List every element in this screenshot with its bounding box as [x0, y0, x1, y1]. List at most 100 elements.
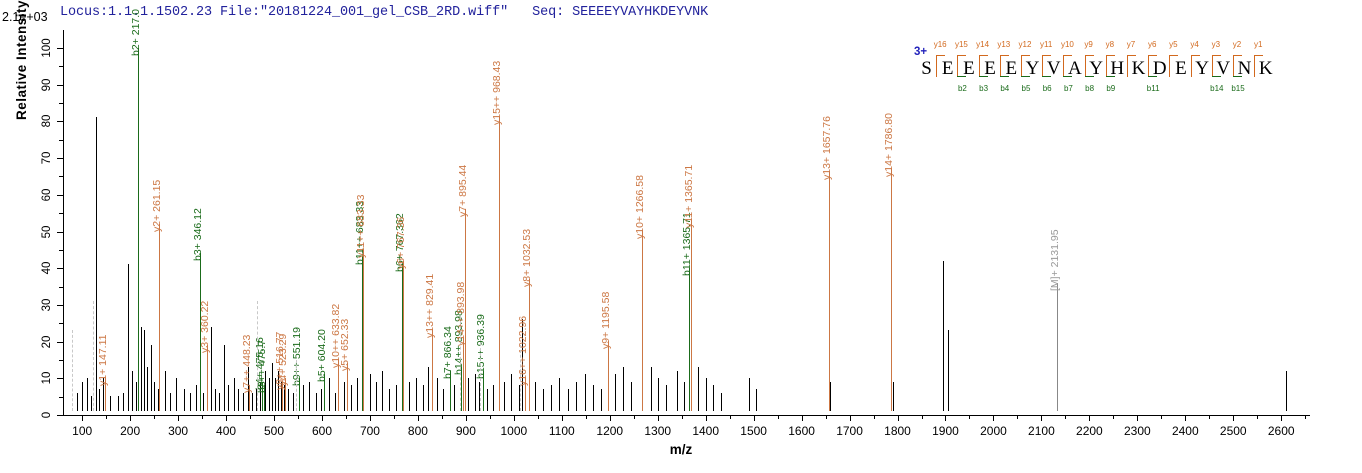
x-axis-tick-label: 1500	[740, 424, 767, 438]
unassigned-peak	[176, 377, 178, 411]
labeled-peak-b	[262, 381, 264, 411]
peak-label: y13+ 1657.76	[821, 116, 834, 181]
y-axis-tick	[57, 84, 63, 86]
x-axis-tick	[130, 415, 132, 421]
labeled-peak-b	[361, 256, 363, 411]
unassigned-peak	[140, 326, 142, 411]
x-axis-minor-tick	[633, 415, 635, 419]
x-axis-tick-label: 1600	[788, 424, 815, 438]
unassigned-peak	[592, 385, 594, 411]
x-axis-minor-tick	[441, 415, 443, 419]
bracket-top	[1148, 55, 1158, 56]
unassigned-peak	[830, 381, 832, 411]
x-axis-minor-tick	[1305, 415, 1307, 419]
x-axis-tick	[561, 415, 563, 421]
bracket-top	[1254, 55, 1264, 56]
fragmentation-bracket	[1105, 55, 1115, 77]
sequence-residue: Y	[1195, 58, 1209, 79]
y-axis-tick-label: 60	[41, 188, 53, 202]
fragmentation-bracket	[1233, 55, 1242, 77]
sequence-residue: S	[921, 58, 932, 79]
unassigned-peak	[756, 388, 758, 411]
fragmentation-bracket	[1211, 55, 1221, 77]
bracket-stem	[1190, 55, 1192, 77]
x-axis-tick-label: 1400	[692, 424, 720, 438]
peak-label: y4+ 523.29	[277, 333, 290, 386]
bracket-top	[957, 55, 967, 56]
labeled-peak-b	[298, 377, 300, 411]
labeled-peak-y	[524, 377, 526, 411]
unassigned-peak	[90, 396, 92, 411]
peak-label: y2+ 261.15	[151, 179, 164, 232]
unassigned-peak	[118, 396, 120, 411]
sequence-residue: N	[1237, 58, 1252, 79]
y-ion-label: y10	[1060, 40, 1074, 49]
x-axis-minor-tick	[969, 415, 971, 419]
b-ion-label: b14	[1210, 84, 1224, 93]
bracket-top	[1211, 55, 1221, 56]
y-axis-tick	[57, 48, 63, 49]
y-axis-minor-tick	[59, 176, 63, 178]
labeled-peak-y	[829, 172, 831, 411]
x-axis-tick-label: 200	[120, 424, 141, 438]
bracket-bottom	[1021, 76, 1030, 77]
labeled-peak-b	[138, 47, 140, 411]
b-ion-label: b2	[957, 84, 967, 93]
x-axis-minor-tick	[298, 415, 299, 419]
labeled-peak-y	[363, 249, 365, 411]
x-axis-tick-label: 800	[407, 424, 428, 438]
unassigned-peak	[309, 381, 311, 411]
unassigned-peak	[504, 381, 506, 411]
peak-label: y11++ 683.33	[355, 194, 368, 258]
labeled-peak-y	[462, 337, 464, 411]
y-axis-tick-label: 40	[41, 261, 53, 275]
unassigned-peak	[268, 377, 270, 411]
fragmentation-bracket	[936, 55, 946, 77]
sequence-residue: E	[941, 58, 954, 79]
unassigned-peak	[247, 366, 249, 411]
y-ion-label: y12	[1018, 40, 1032, 49]
bracket-stem	[1021, 55, 1022, 77]
bracket-stem	[999, 55, 1001, 77]
x-axis-tick	[1281, 415, 1283, 421]
x-axis-tick	[321, 415, 323, 421]
bracket-stem	[936, 55, 938, 77]
unassigned-peak	[584, 374, 586, 411]
guide-dash	[257, 300, 259, 411]
labeled-peak-y	[529, 278, 531, 411]
unassigned-peak	[657, 377, 659, 411]
guide-dash	[92, 300, 94, 411]
unassigned-peak	[252, 392, 254, 411]
y-ion-label: y15	[954, 40, 968, 49]
bracket-stem	[1127, 55, 1128, 77]
unassigned-peak	[382, 370, 384, 411]
labeled-peak-precursor	[1056, 282, 1058, 411]
y-axis-tick-label: 30	[41, 298, 53, 312]
labeled-peak-y	[690, 220, 692, 411]
fragmentation-bracket	[1063, 55, 1073, 77]
unassigned-peak	[479, 381, 481, 411]
unassigned-peak	[243, 392, 245, 411]
unassigned-peak	[511, 374, 513, 411]
fragmentation-bracket	[1254, 55, 1264, 77]
y-axis-tick	[57, 304, 63, 306]
unassigned-peak	[1286, 370, 1288, 411]
peak-label: y11+ 1365.71	[682, 165, 695, 229]
y-axis-tick-label: 10	[41, 371, 53, 385]
unassigned-peak	[288, 388, 290, 411]
unassigned-peak	[474, 374, 476, 411]
bracket-stem	[1211, 55, 1213, 77]
x-axis-tick	[178, 415, 180, 421]
sequence-residue: V	[1046, 58, 1061, 79]
bracket-top	[1084, 55, 1094, 56]
labeled-peak-y	[432, 330, 434, 411]
x-axis-line	[63, 415, 1310, 416]
unassigned-peak	[535, 381, 537, 411]
x-axis-tick-label: 1900	[932, 424, 959, 438]
b-ion-label: b7	[1063, 84, 1073, 93]
fragmentation-bracket	[1127, 55, 1136, 77]
peak-label: y7++ 448.23	[241, 334, 254, 394]
unassigned-peak	[943, 260, 945, 411]
sequence-residue: E	[1005, 58, 1018, 79]
y-axis-tick-label: 50	[41, 225, 53, 238]
